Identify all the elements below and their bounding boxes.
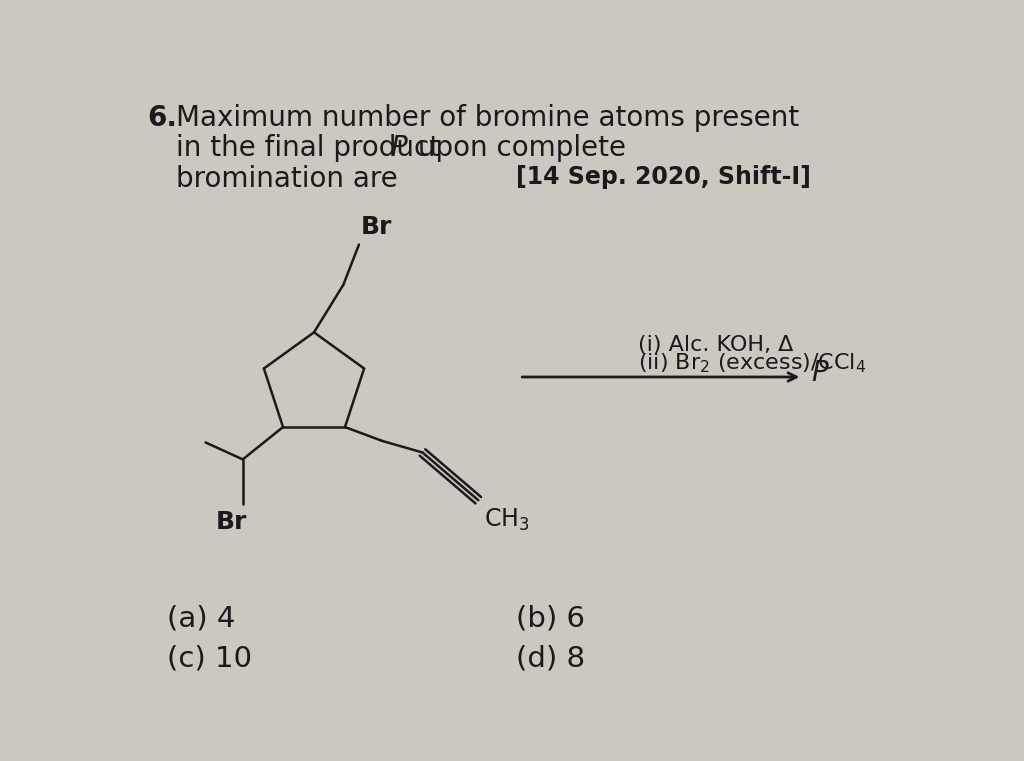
Text: [14 Sep. 2020, Shift-I]: [14 Sep. 2020, Shift-I] [515, 165, 810, 189]
Text: (i) Alc. KOH, Δ: (i) Alc. KOH, Δ [638, 336, 793, 355]
Text: Br: Br [216, 510, 247, 534]
Text: (d) 8: (d) 8 [515, 645, 585, 673]
Text: P: P [390, 135, 407, 162]
Text: Maximum number of bromine atoms present: Maximum number of bromine atoms present [176, 103, 800, 132]
Text: 6.: 6. [147, 103, 177, 132]
Text: upon complete: upon complete [409, 135, 626, 162]
Text: Br: Br [360, 215, 392, 239]
Text: in the final product: in the final product [176, 135, 450, 162]
Text: P: P [812, 359, 828, 387]
Text: (ii) Br$_2$ (excess)/CCl$_4$: (ii) Br$_2$ (excess)/CCl$_4$ [638, 352, 866, 375]
Text: (c) 10: (c) 10 [167, 645, 252, 673]
Text: CH$_3$: CH$_3$ [484, 506, 530, 533]
Text: (a) 4: (a) 4 [167, 604, 236, 632]
Text: (b) 6: (b) 6 [515, 604, 585, 632]
Text: bromination are: bromination are [176, 165, 397, 193]
